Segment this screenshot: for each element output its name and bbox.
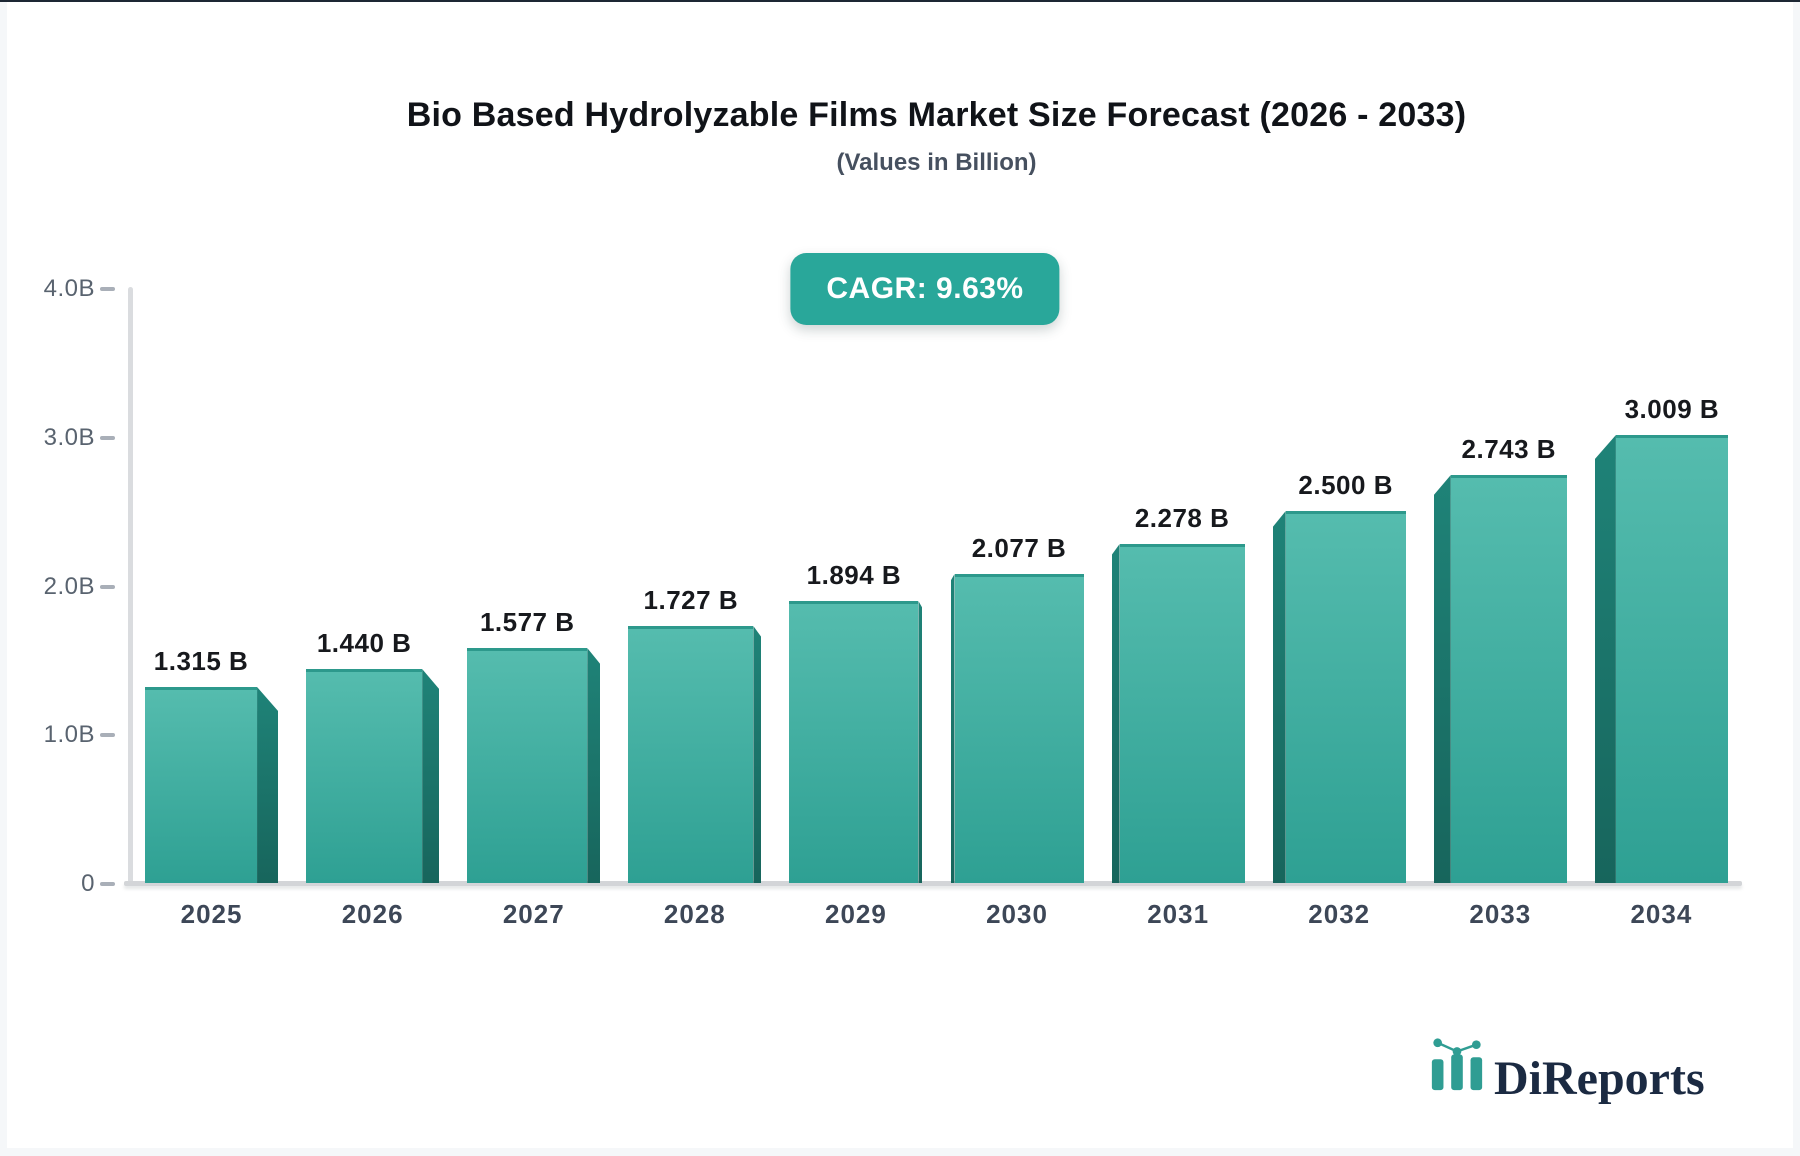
bar: 3.009 B — [1594, 394, 1728, 883]
bar-side-3d — [950, 574, 955, 883]
x-axis-label: 2034 — [1630, 899, 1693, 929]
bar-side-3d — [1111, 544, 1120, 883]
x-axis-labels: 2025 2026 2027 2028 2029 2030 2031 2032 2033 2034 — [131, 899, 1742, 930]
brand-name: DiReports — [1494, 1052, 1705, 1105]
bar-side-3d — [587, 648, 601, 883]
bar-face — [1615, 435, 1728, 883]
bar: 1.315 B — [145, 646, 279, 883]
direports-logo-icon — [1428, 1036, 1486, 1099]
y-tick-dash — [100, 882, 115, 886]
x-axis-label: 2032 — [1308, 899, 1371, 929]
cagr-badge: CAGR: 9.63% — [790, 253, 1060, 325]
x-axis-label: 2028 — [663, 899, 726, 929]
bar-side-3d — [1433, 475, 1451, 883]
x-axis-label: 2029 — [825, 899, 887, 929]
bar-slot: 1.577 B — [453, 288, 614, 883]
y-tick-dash — [100, 435, 115, 440]
y-tick-dash — [100, 287, 115, 291]
brand-logo: DiReports — [1428, 1036, 1705, 1103]
plot-area: 1.315 B 1.440 B 1.577 B 1.727 B 1.894 B 2.077… — [131, 288, 1742, 883]
bar-slot: 2.500 B — [1259, 288, 1420, 883]
window-top-edge — [0, 0, 1800, 2]
bar-slot: 3.009 B — [1581, 288, 1742, 883]
bar-slot: 1.315 B — [131, 288, 292, 883]
bar-value-label: 3.009 B — [1624, 394, 1720, 424]
bar-value-label: 1.894 B — [806, 560, 902, 590]
bar-slot: 2.077 B — [936, 288, 1097, 883]
y-axis-label: 0 — [81, 870, 95, 897]
bar-side-3d — [918, 601, 923, 883]
bar-face — [306, 669, 423, 883]
bar-face — [145, 687, 258, 883]
bar-face — [628, 626, 754, 883]
bar-face — [1450, 475, 1567, 883]
bar-side-3d — [422, 669, 440, 883]
y-axis-line — [128, 287, 133, 886]
bar: 2.077 B — [950, 533, 1084, 883]
y-axis-label: 1.0B — [43, 721, 95, 749]
bar: 1.577 B — [467, 607, 601, 883]
x-axis-label: 2026 — [341, 899, 404, 929]
bar-face — [789, 601, 919, 883]
bar: 2.743 B — [1433, 434, 1567, 883]
bar-side-3d — [257, 687, 279, 883]
y-axis-label: 3.0B — [43, 423, 95, 451]
bar: 2.278 B — [1111, 503, 1245, 883]
y-axis-label: 4.0B — [43, 275, 95, 302]
bar: 2.500 B — [1272, 470, 1406, 883]
x-axis-label: 2033 — [1469, 899, 1532, 929]
bar-value-label: 2.077 B — [971, 533, 1067, 563]
bar-face — [467, 648, 588, 883]
y-tick-dash — [100, 733, 115, 738]
bar-value-label: 2.500 B — [1298, 470, 1393, 500]
chart-header: Bio Based Hydrolyzable Films Market Size… — [131, 0, 1742, 177]
bar-value-label: 1.577 B — [479, 607, 575, 637]
x-axis-line — [124, 881, 1742, 886]
x-axis-label: 2030 — [986, 899, 1048, 929]
bar-face — [1119, 544, 1245, 883]
bar-slot: 1.440 B — [292, 288, 453, 883]
y-tick-dash — [100, 584, 115, 589]
bar-slot: 1.727 B — [614, 288, 775, 883]
y-axis-label: 2.0B — [43, 572, 95, 600]
x-axis-label: 2027 — [502, 899, 565, 929]
bar-slot: 2.743 B — [1420, 288, 1581, 883]
bar-side-3d — [1594, 435, 1616, 883]
bar-face — [1285, 511, 1406, 883]
bar-value-label: 2.278 B — [1134, 503, 1230, 533]
bar: 1.894 B — [789, 560, 923, 883]
bar-slot: 1.894 B — [775, 288, 936, 883]
bar-value-label: 1.440 B — [316, 628, 412, 658]
bar-side-3d — [1272, 511, 1286, 883]
bar-value-label: 1.727 B — [643, 585, 739, 615]
bar-side-3d — [753, 626, 762, 883]
bar-face — [954, 574, 1084, 883]
bar-value-label: 1.315 B — [153, 646, 249, 676]
bar: 1.440 B — [306, 628, 440, 883]
bar-value-label: 2.743 B — [1461, 434, 1557, 464]
chart-title: Bio Based Hydrolyzable Films Market Size… — [406, 96, 1467, 134]
x-axis-label: 2031 — [1147, 899, 1210, 929]
bar: 1.727 B — [628, 585, 762, 883]
bar-slot: 2.278 B — [1098, 288, 1259, 883]
chart-subtitle: (Values in Billion) — [836, 149, 1037, 176]
x-axis-label: 2025 — [180, 899, 243, 929]
